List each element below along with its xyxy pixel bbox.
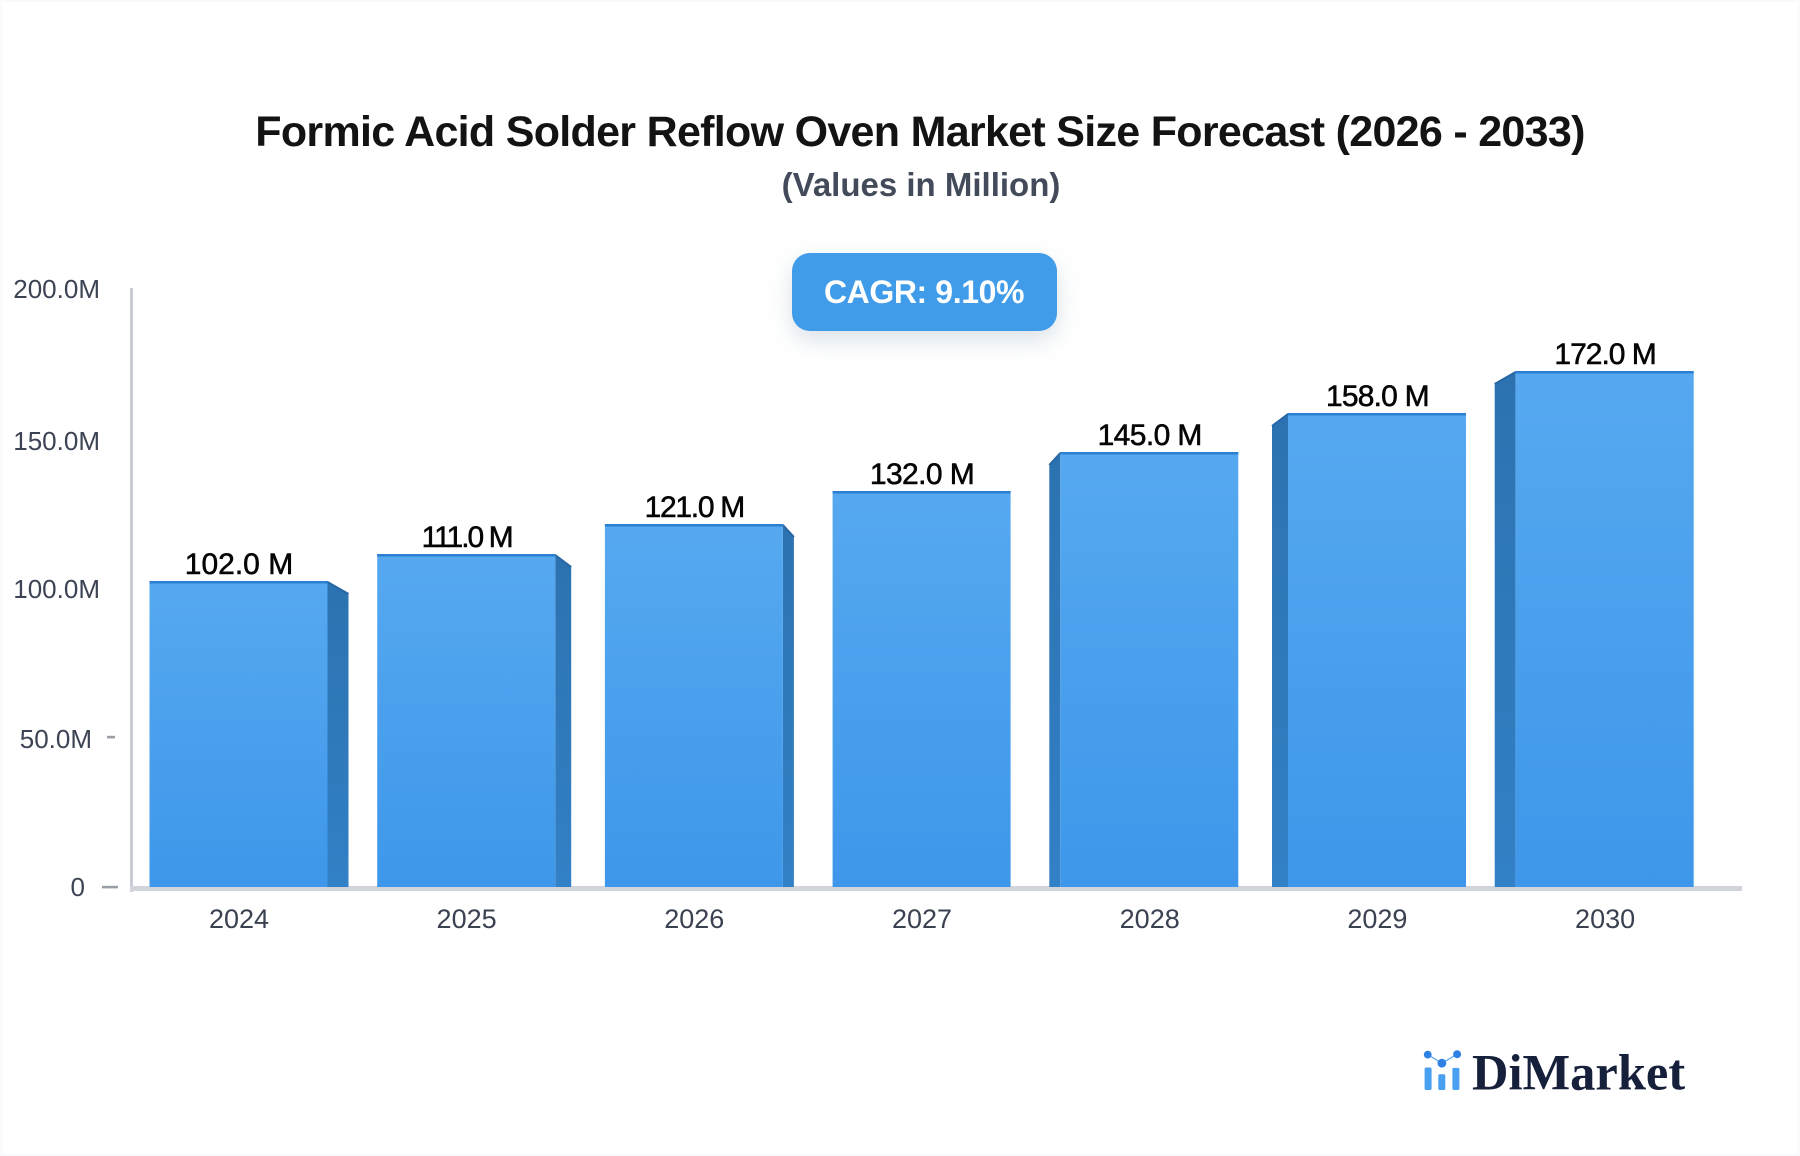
svg-text:2024: 2024 (209, 904, 269, 934)
svg-text:2025: 2025 (437, 904, 497, 934)
svg-text:121.0 M: 121.0 M (645, 491, 744, 524)
svg-text:2028: 2028 (1120, 904, 1180, 934)
svg-text:2030: 2030 (1575, 904, 1635, 934)
svg-text:150.0M: 150.0M (13, 426, 100, 456)
svg-text:DiMarket: DiMarket (1472, 1045, 1685, 1101)
svg-text:50.0M: 50.0M (20, 724, 92, 754)
svg-text:2029: 2029 (1347, 904, 1407, 934)
svg-text:200.0M: 200.0M (13, 274, 100, 304)
svg-text:172.0 M: 172.0 M (1554, 338, 1655, 371)
svg-text:158.0 M: 158.0 M (1326, 380, 1429, 413)
svg-text:132.0 M: 132.0 M (870, 458, 974, 491)
svg-text:111.0 M: 111.0 M (422, 521, 512, 554)
svg-text:2026: 2026 (664, 904, 724, 934)
svg-text:CAGR: 9.10%: CAGR: 9.10% (824, 274, 1024, 310)
svg-text:100.0M: 100.0M (13, 574, 100, 604)
svg-text:102.0 M: 102.0 M (185, 548, 293, 581)
svg-text:2027: 2027 (892, 904, 952, 934)
svg-text:Formic Acid Solder Reflow Oven: Formic Acid Solder Reflow Oven Market Si… (255, 108, 1584, 156)
svg-text:0: 0 (71, 872, 85, 902)
svg-text:145.0 M: 145.0 M (1098, 419, 1202, 452)
svg-text:(Values in Million): (Values in Million) (782, 166, 1061, 203)
